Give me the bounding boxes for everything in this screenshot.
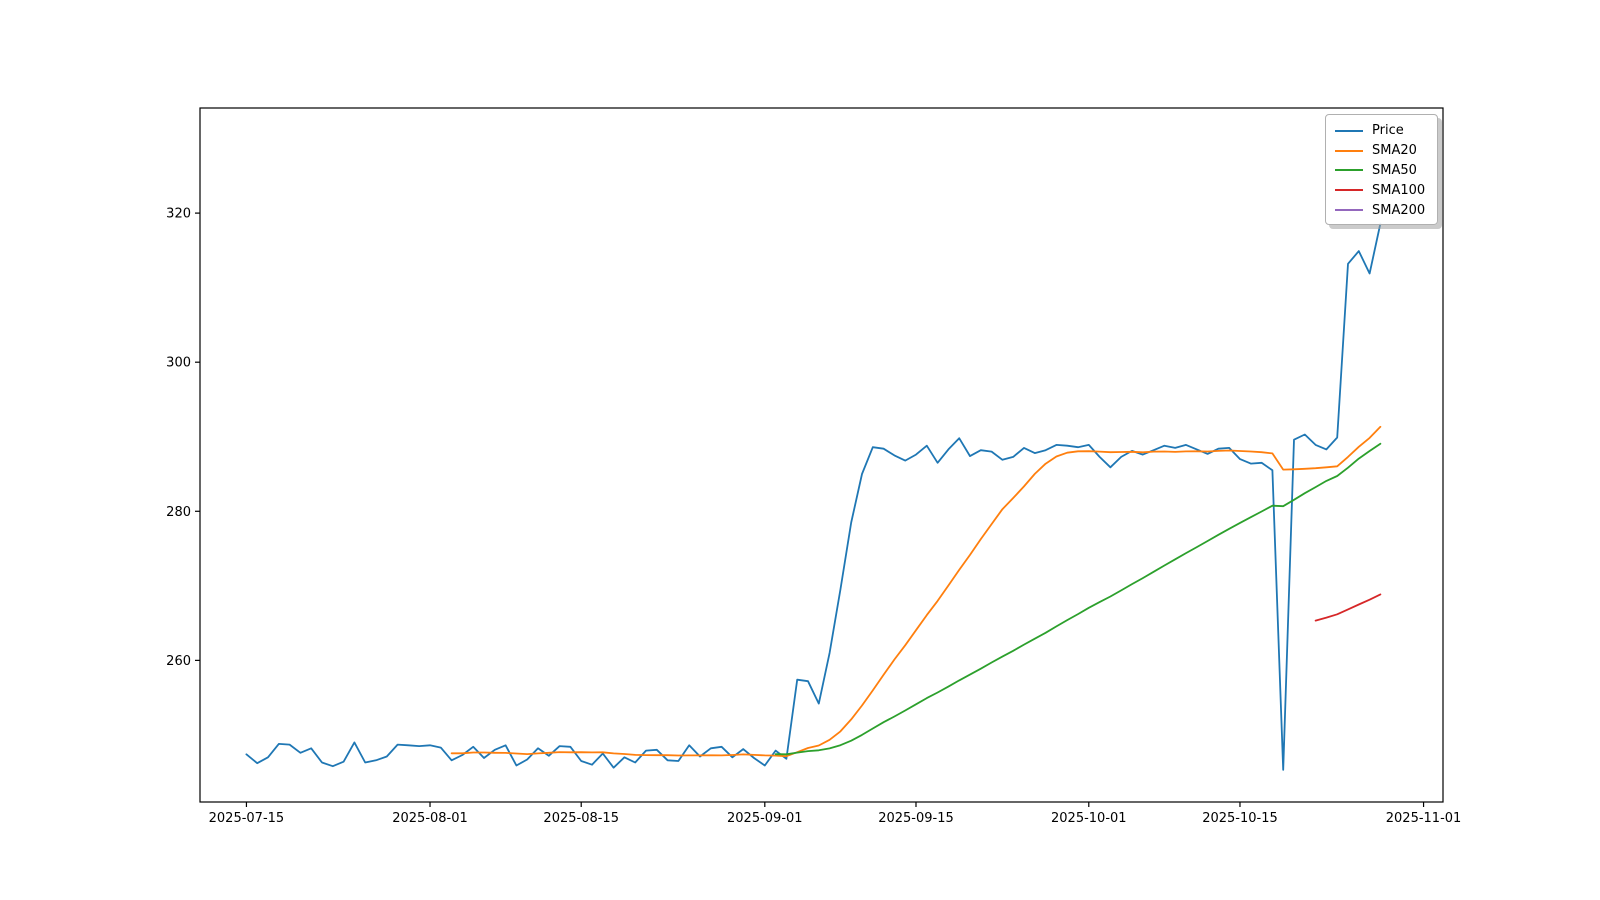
y-tick-label: 260 [166,654,191,669]
x-tick-label: 2025-10-01 [1051,811,1127,826]
y-tick-label: 320 [166,207,191,222]
legend-line-sample [1335,149,1363,152]
legend-line-sample [1335,169,1363,172]
y-axis: 260 280 300 320 [166,207,200,669]
x-tick-label: 2025-08-15 [543,811,619,826]
y-tick-label: 300 [166,356,191,371]
x-tick-label: 2025-08-01 [392,811,468,826]
legend-line-sample [1335,209,1363,212]
sma50-line [774,442,1382,756]
legend-line-sample [1335,129,1363,132]
x-tick-label: 2025-10-15 [1202,811,1278,826]
x-tick-label: 2025-09-01 [727,811,803,826]
price-line [245,222,1382,771]
x-tick-label: 2025-07-15 [209,811,285,826]
y-tick-label: 280 [166,505,191,520]
legend-label: SMA100 [1372,182,1426,198]
legend-item-sma100: SMA100 [1335,181,1429,200]
legend-label: SMA50 [1372,162,1417,178]
legend-label: SMA200 [1372,202,1426,218]
legend-line-sample [1335,189,1363,192]
legend-item-price: Price [1335,121,1429,140]
legend-item-sma200: SMA200 [1335,201,1429,220]
legend-label: Price [1372,123,1404,139]
plot-area [200,108,1443,802]
legend-item-sma20: SMA20 [1335,141,1429,160]
sma20-line [450,425,1382,758]
legend: Price SMA20 SMA50 SMA100 SMA200 [1325,114,1438,225]
x-tick-label: 2025-11-01 [1386,811,1462,826]
x-axis: 2025-07-15 2025-08-01 2025-08-15 2025-09-01… [209,802,1462,826]
legend-label: SMA20 [1372,143,1417,159]
legend-item-sma50: SMA50 [1335,161,1429,180]
axes-frame [199,107,1444,803]
sma100-line [1314,593,1382,622]
x-tick-label: 2025-09-15 [878,811,954,826]
